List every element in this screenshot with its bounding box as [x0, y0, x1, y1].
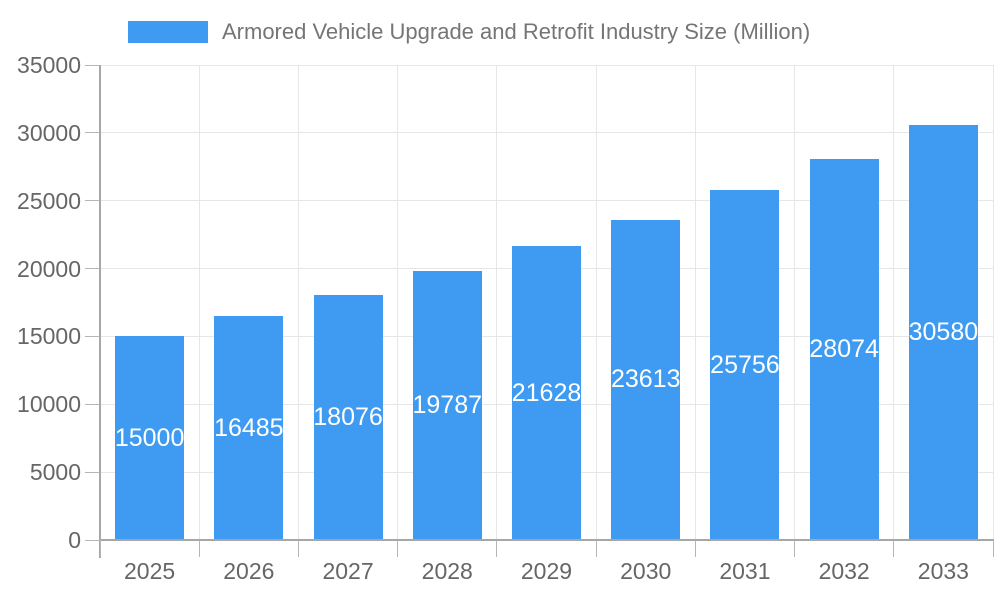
bar-value-label: 16485 [214, 413, 284, 442]
bar: 28074 [809, 158, 879, 540]
x-axis-tick-label: 2027 [322, 558, 374, 584]
y-axis-tick [85, 403, 100, 405]
gridline-vertical [496, 65, 498, 540]
bar-value-label: 28074 [809, 334, 879, 363]
bar: 18076 [313, 294, 383, 540]
x-axis-tick [794, 540, 796, 557]
y-axis-tick-label: 30000 [17, 119, 81, 146]
x-axis-tick-label: 2031 [719, 558, 771, 584]
x-axis-tick [694, 540, 696, 557]
y-axis-tick [85, 335, 100, 337]
y-axis-tick-label: 15000 [17, 323, 81, 350]
y-axis-tick [85, 268, 100, 270]
bar-value-label: 19787 [412, 391, 483, 420]
legend-label[interactable]: Armored Vehicle Upgrade and Retrofit Ind… [222, 19, 811, 44]
y-axis-tick-label: 5000 [29, 459, 81, 486]
x-axis-tick-label: 2030 [620, 558, 672, 584]
x-axis-tick [893, 540, 895, 557]
bar: 19787 [413, 271, 482, 540]
bar: 30580 [908, 124, 979, 540]
x-axis-tick [397, 540, 399, 557]
gridline-vertical [794, 65, 796, 540]
y-axis-tick [85, 471, 100, 473]
bar-value-label: 30580 [908, 317, 979, 346]
y-axis-tick-label: 0 [68, 527, 81, 553]
x-axis-tick-label: 2026 [223, 558, 275, 584]
bar-value-label: 21628 [511, 378, 582, 407]
bar-value-label: 15000 [114, 423, 185, 452]
y-axis-tick-label: 25000 [17, 187, 81, 214]
x-axis-tick [198, 540, 200, 557]
bar: 21628 [512, 246, 581, 540]
gridline-vertical [992, 65, 994, 540]
x-axis-tick-label: 2032 [818, 558, 870, 584]
gridline-vertical [893, 65, 895, 540]
gridline-vertical [595, 65, 597, 540]
x-axis-tick [992, 540, 994, 557]
bar: 16485 [214, 316, 284, 540]
gridline-horizontal [100, 132, 993, 134]
bar: 15000 [115, 336, 184, 540]
legend-swatch[interactable] [128, 21, 208, 43]
y-axis-tick [85, 64, 100, 66]
y-axis-tick-label: 35000 [17, 52, 81, 78]
bar: 23613 [610, 219, 681, 540]
bar-value-label: 25756 [710, 350, 780, 379]
y-axis-tick-label: 10000 [17, 391, 81, 418]
y-axis-tick [85, 200, 100, 202]
x-axis-tick-label: 2033 [917, 558, 969, 584]
y-axis-line [99, 65, 101, 558]
y-axis-tick [85, 539, 100, 541]
gridline-vertical [694, 65, 696, 540]
gridline-vertical [397, 65, 399, 540]
bar-value-label: 23613 [610, 365, 681, 394]
x-axis-tick-label: 2028 [421, 558, 473, 584]
gridline-horizontal [100, 64, 993, 66]
x-axis-tick-label: 2029 [520, 558, 573, 584]
bar-value-label: 18076 [313, 402, 383, 431]
x-axis-tick [297, 540, 299, 557]
gridline-vertical [297, 65, 299, 540]
y-axis-tick [85, 132, 100, 134]
gridline-vertical [198, 65, 200, 540]
x-axis-tick [496, 540, 498, 557]
x-axis-tick-label: 2025 [124, 558, 176, 584]
gridline-horizontal [100, 200, 993, 202]
x-axis-tick [99, 540, 101, 557]
x-axis-line [99, 539, 994, 541]
y-axis-tick-label: 20000 [17, 255, 81, 282]
x-axis-tick [595, 540, 597, 557]
bar: 25756 [710, 190, 780, 540]
legend[interactable]: Armored Vehicle Upgrade and Retrofit Ind… [128, 19, 810, 45]
